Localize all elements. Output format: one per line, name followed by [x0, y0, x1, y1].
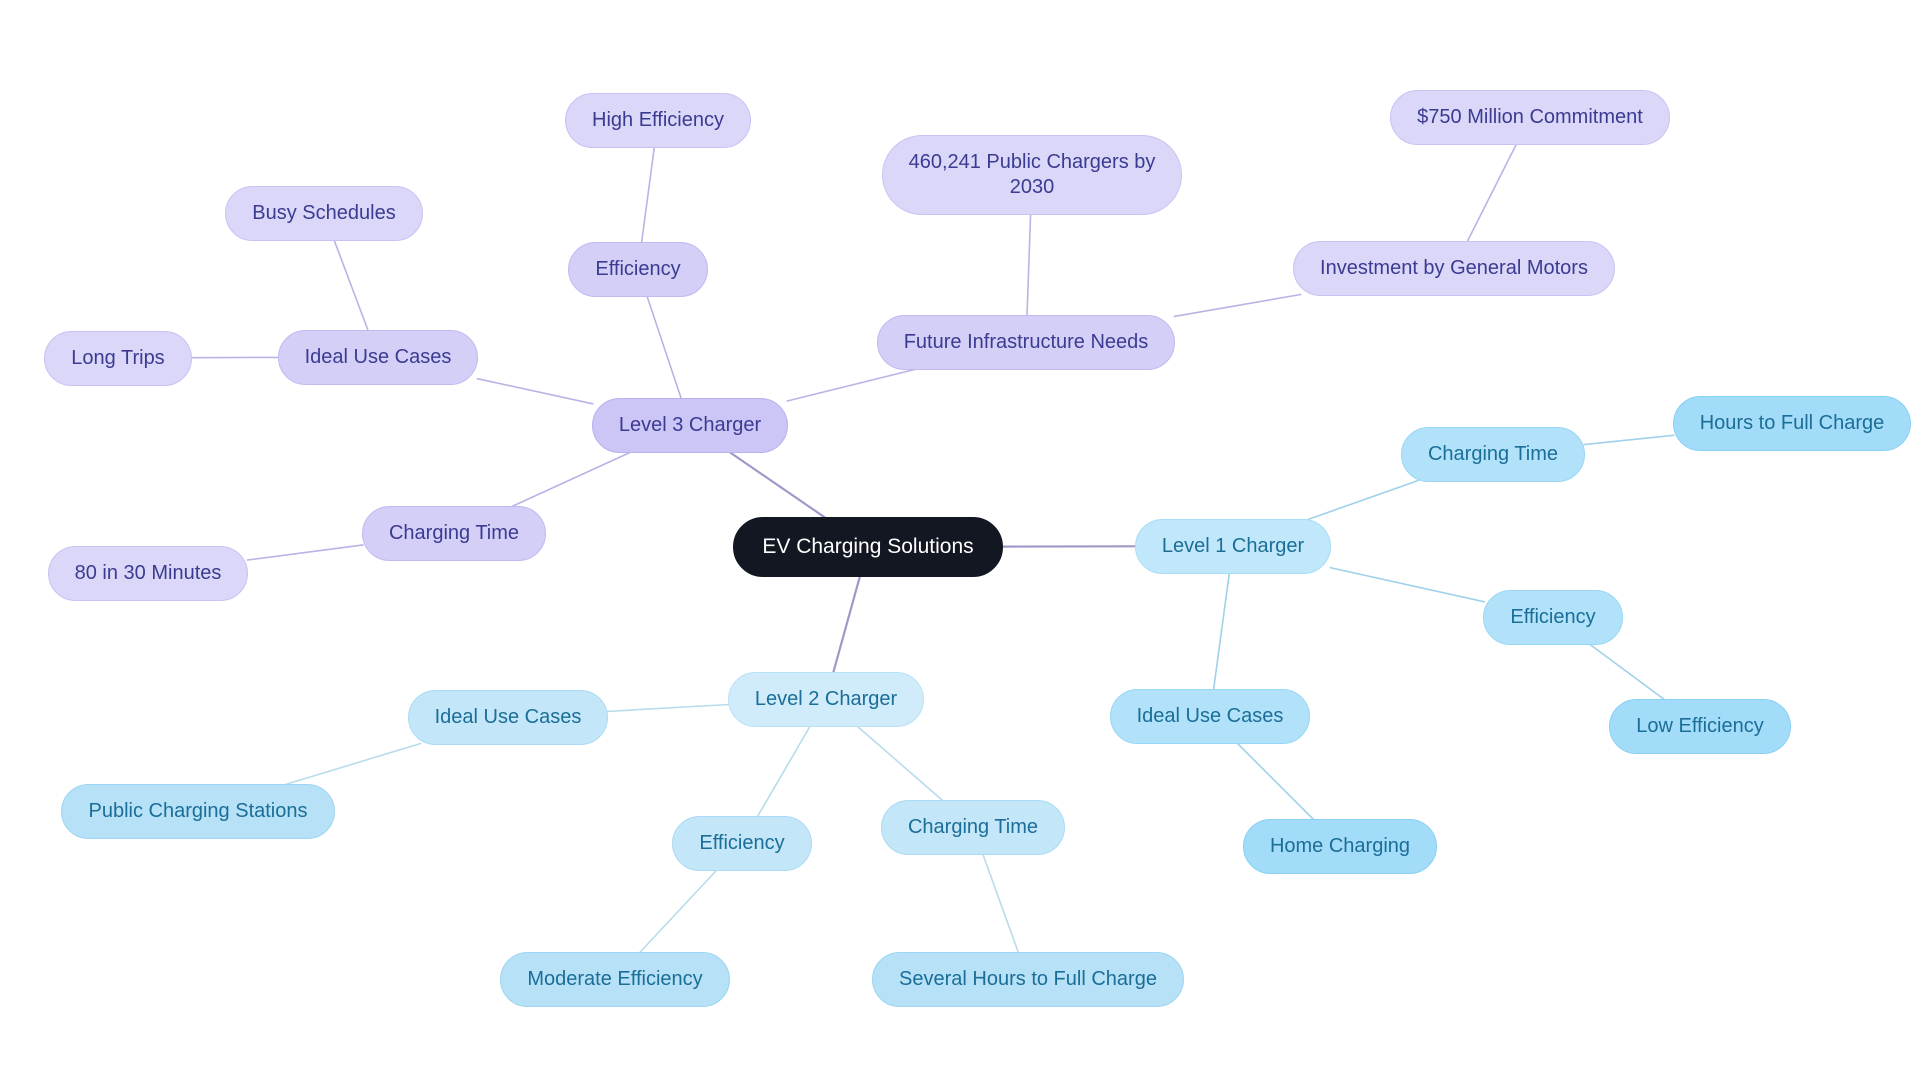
edge-l2-iuc-to-l2-iuc-pub — [285, 744, 420, 785]
mindmap-canvas: EV Charging Solutions Level 3 Charger Char… — [0, 0, 1920, 1083]
node-l3-iuc-long: Long Trips — [44, 331, 191, 386]
node-l1: Level 1 Charger — [1135, 519, 1331, 574]
node-l3-fin-gm: Investment by General Motors — [1293, 241, 1615, 296]
node-l2-eff: Efficiency — [672, 816, 811, 871]
edge-l3-fin-to-l3-fin-gm — [1174, 295, 1300, 317]
edge-l3-ct-to-l3-ct-30 — [247, 545, 363, 560]
edge-l3-to-l3-fin — [787, 369, 919, 402]
edge-l1-eff-to-l1-eff-low — [1589, 644, 1665, 700]
edge-l1-iuc-to-l1-iuc-home — [1237, 743, 1314, 820]
edge-l2-eff-to-l2-eff-mod — [640, 870, 718, 953]
node-l1-eff: Efficiency — [1483, 590, 1622, 645]
edge-l3-fin-to-l3-fin-460 — [1027, 214, 1031, 316]
node-l3-ct: Charging Time — [362, 506, 546, 561]
node-l3: Level 3 Charger — [592, 398, 788, 453]
node-l3-ct-30: 80 in 30 Minutes — [48, 546, 249, 601]
node-l1-ct-hrs: Hours to Full Charge — [1673, 396, 1912, 451]
edge-l1-ct-to-l1-ct-hrs — [1584, 435, 1674, 444]
edge-l2-to-l2-eff — [758, 726, 811, 817]
node-l3-eff: Efficiency — [568, 242, 707, 297]
edge-l1-to-l1-iuc — [1214, 573, 1230, 690]
edge-l2-to-l2-ct — [856, 726, 942, 801]
edge-root-to-l3 — [729, 452, 826, 518]
node-l2-eff-mod: Moderate Efficiency — [500, 952, 729, 1007]
edge-root-to-l2 — [833, 576, 860, 672]
edge-l3-iuc-to-l3-iuc-busy — [334, 240, 368, 331]
node-l3-fin: Future Infrastructure Needs — [877, 315, 1176, 370]
node-l1-iuc-home: Home Charging — [1243, 819, 1437, 874]
node-l3-fin-gm-750: $750 Million Commitment — [1390, 90, 1670, 145]
edge-l1-to-l1-eff — [1330, 568, 1484, 602]
edge-l3-to-l3-eff — [647, 296, 681, 399]
node-l3-eff-hi: High Efficiency — [565, 93, 751, 148]
node-l1-eff-low: Low Efficiency — [1609, 699, 1790, 754]
edge-l3-to-l3-ct — [512, 452, 632, 507]
edge-l2-ct-to-l2-ct-sev — [983, 854, 1019, 953]
node-l1-iuc: Ideal Use Cases — [1110, 689, 1311, 744]
node-l2-ct: Charging Time — [881, 800, 1065, 855]
edge-l3-eff-to-l3-eff-hi — [642, 147, 655, 243]
node-l3-fin-460: 460,241 Public Chargers by 2030 — [882, 135, 1183, 215]
node-l2: Level 2 Charger — [728, 672, 924, 727]
node-l2-iuc: Ideal Use Cases — [408, 690, 609, 745]
edge-l1-to-l1-ct — [1308, 481, 1418, 520]
edge-l2-to-l2-iuc — [607, 705, 728, 712]
node-l2-iuc-pub: Public Charging Stations — [61, 784, 334, 839]
node-l3-iuc: Ideal Use Cases — [278, 330, 479, 385]
edge-l3-fin-gm-to-l3-fin-gm-750 — [1467, 144, 1516, 242]
edge-l3-to-l3-iuc — [477, 379, 592, 404]
node-l2-ct-sev: Several Hours to Full Charge — [872, 952, 1184, 1007]
node-root: EV Charging Solutions — [733, 517, 1002, 577]
node-l1-ct: Charging Time — [1401, 427, 1585, 482]
node-l3-iuc-busy: Busy Schedules — [225, 186, 422, 241]
